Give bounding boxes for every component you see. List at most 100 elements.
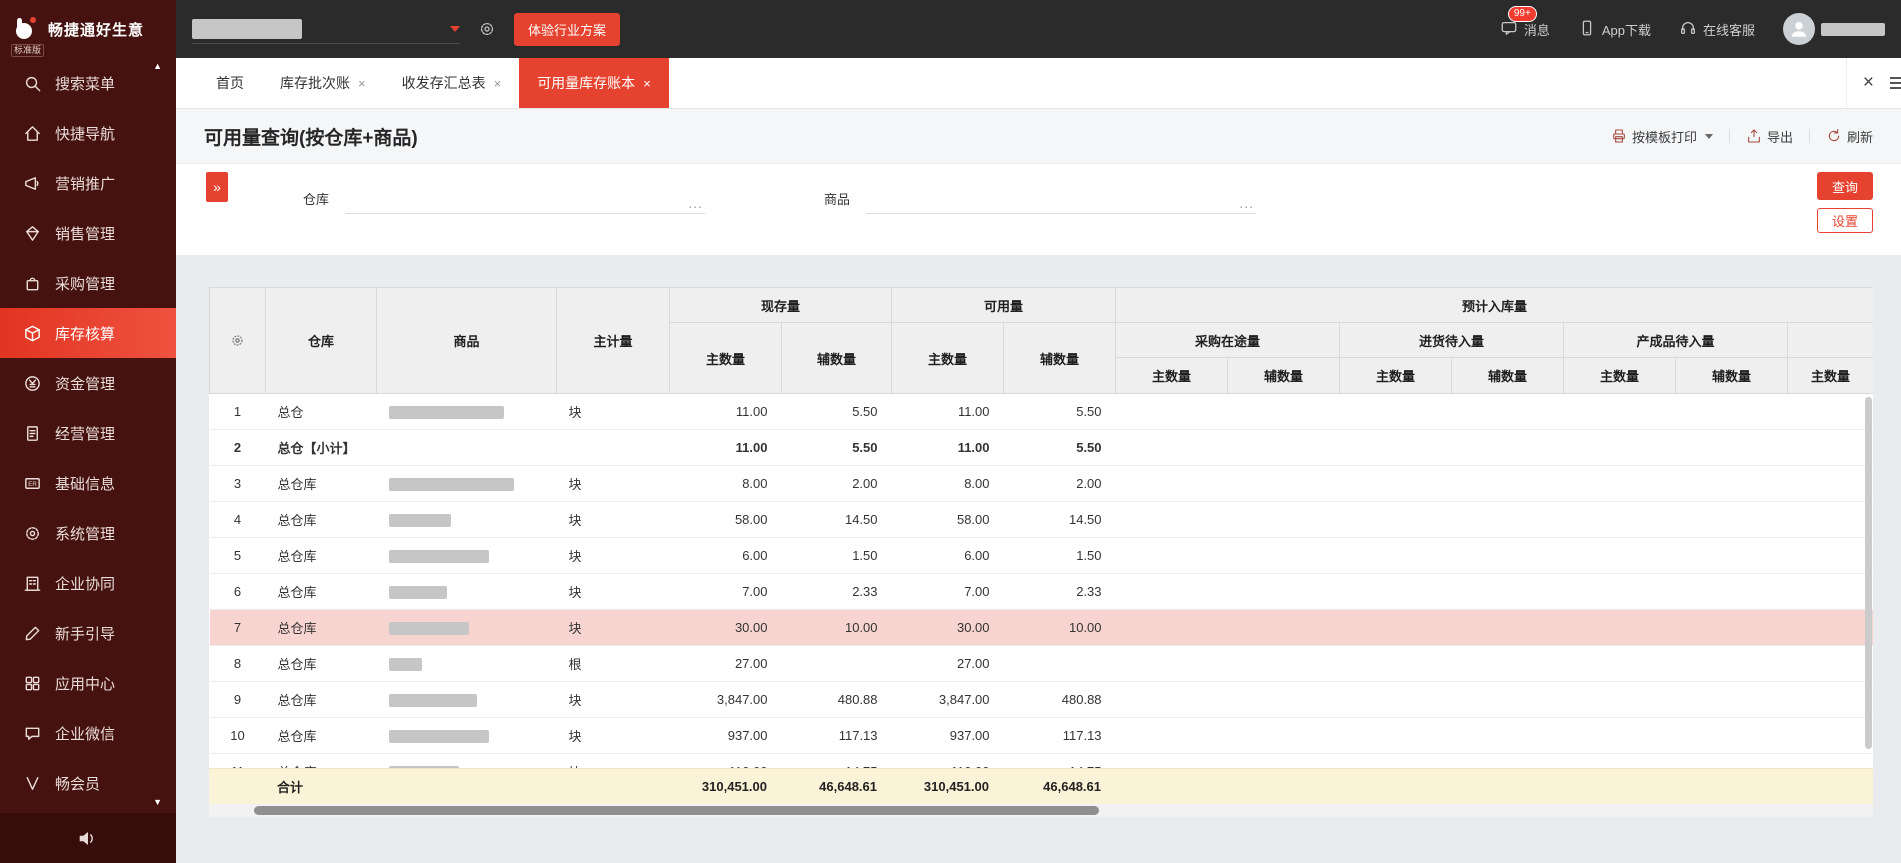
sidebar-item-system[interactable]: 系统管理 [0, 508, 176, 558]
tab-available-qty-ledger[interactable]: 可用量库存账本 × [519, 58, 669, 108]
header-partial-main[interactable]: 主数量 [1787, 357, 1873, 394]
messages-button[interactable]: 99+ 消息 [1500, 5, 1550, 40]
sidebar-item-label: 新手引导 [55, 625, 116, 643]
total-empty [556, 767, 669, 804]
row-number: 6 [209, 573, 266, 610]
table-row[interactable]: 8 总仓库 根 27.00 27.00 [209, 645, 1873, 682]
horizontal-scrollbar[interactable] [209, 804, 1873, 817]
product-filter: 商品 ... [824, 186, 1257, 214]
main-area: 体验行业方案 99+ 消息 App下载 [176, 0, 1901, 863]
print-by-template-button[interactable]: 按模板打印 [1611, 127, 1713, 146]
sidebar-item-label: 应用中心 [55, 675, 116, 693]
header-unit[interactable]: 主计量 [556, 287, 670, 394]
sidebar-item-label: 资金管理 [55, 375, 116, 393]
header-current-aux[interactable]: 辅数量 [780, 322, 893, 394]
tab-close-icon[interactable]: × [493, 75, 502, 91]
online-support-button[interactable]: 在线客服 [1679, 19, 1755, 40]
header-finished-main[interactable]: 主数量 [1563, 357, 1677, 394]
product-filter-input[interactable]: ... [866, 186, 1257, 214]
tab-in-out-summary[interactable]: 收发存汇总表 × [384, 58, 520, 108]
table-row[interactable]: 4 总仓库 块 58.00 14.50 58.00 14.50 [209, 501, 1873, 538]
header-transit-aux[interactable]: 辅数量 [1227, 357, 1341, 394]
table-row[interactable]: 5 总仓库 块 6.00 1.50 6.00 1.50 [209, 537, 1873, 574]
export-button[interactable]: 导出 [1746, 127, 1793, 146]
product-picker-button[interactable]: ... [1239, 195, 1255, 211]
unit-cell: 块 [556, 753, 670, 768]
sidebar-scroll-up-icon[interactable]: ▲ [153, 61, 162, 71]
header-group-current: 现存量 [668, 287, 893, 323]
unit-cell: 块 [556, 537, 670, 574]
header-pending-main[interactable]: 主数量 [1339, 357, 1453, 394]
settings-gear-icon[interactable] [478, 20, 496, 38]
total-empty [376, 767, 556, 804]
table-row-clipped[interactable]: 11 总仓库 块 110.00 14.75 110.00 14.75 [209, 753, 1873, 768]
speaker-icon[interactable] [76, 829, 100, 848]
header-current-main[interactable]: 主数量 [669, 322, 782, 394]
expand-filters-button[interactable]: » [206, 172, 228, 202]
tab-list-menu-icon[interactable] [1890, 74, 1901, 92]
sidebar-scroll-down-icon[interactable]: ▼ [153, 797, 162, 807]
sidebar-item-member[interactable]: 畅会员 [0, 758, 176, 808]
user-account[interactable] [1783, 13, 1885, 45]
tab-home[interactable]: 首页 [198, 58, 262, 108]
megaphone-icon [22, 173, 42, 193]
sidebar-item-label: 销售管理 [55, 225, 116, 243]
header-available-aux[interactable]: 辅数量 [1003, 322, 1117, 394]
header-available-main[interactable]: 主数量 [891, 322, 1005, 394]
table-row[interactable]: 10 总仓库 块 937.00 117.13 937.00 117.13 [209, 717, 1873, 754]
current-main-qty: 110.00 [669, 753, 782, 768]
header-pending-aux[interactable]: 辅数量 [1451, 357, 1565, 394]
selected-table-row[interactable]: 7 总仓库 块 30.00 10.00 30.00 10.00 [209, 609, 1873, 646]
tab-inventory-batch-ledger[interactable]: 库存批次账 × [262, 58, 384, 108]
chevron-down-icon [450, 25, 460, 32]
current-main-qty: 8.00 [669, 465, 782, 502]
tab-close-icon[interactable]: × [643, 75, 651, 91]
app-download-button[interactable]: App下载 [1578, 19, 1651, 40]
empty-cells [1115, 753, 1873, 768]
subtotal-row[interactable]: 2 总仓【小计】 11.00 5.50 11.00 5.50 [209, 429, 1873, 466]
row-number: 1 [209, 393, 266, 430]
tab-close-icon[interactable]: × [358, 75, 366, 91]
unit-cell: 块 [556, 393, 670, 430]
empty-cells [1115, 429, 1873, 466]
header-warehouse[interactable]: 仓库 [265, 287, 377, 394]
company-selector[interactable] [192, 14, 460, 44]
table-row[interactable]: 9 总仓库 块 3,847.00 480.88 3,847.00 480.88 [209, 681, 1873, 718]
sidebar-item-app-center[interactable]: 应用中心 [0, 658, 176, 708]
table-row[interactable]: 6 总仓库 块 7.00 2.33 7.00 2.33 [209, 573, 1873, 610]
experience-solution-button[interactable]: 体验行业方案 [514, 12, 621, 46]
sidebar-item-sales[interactable]: 销售管理 [0, 208, 176, 258]
sidebar-item-collaboration[interactable]: 企业协同 [0, 558, 176, 608]
horizontal-scrollbar-thumb[interactable] [254, 806, 1099, 815]
sidebar-item-purchase[interactable]: 采购管理 [0, 258, 176, 308]
query-button[interactable]: 查询 [1817, 172, 1873, 200]
header-finished-aux[interactable]: 辅数量 [1675, 357, 1789, 394]
empty-cells [1115, 645, 1873, 682]
sidebar-item-wecom[interactable]: 企业微信 [0, 708, 176, 758]
header-transit-main[interactable]: 主数量 [1115, 357, 1229, 394]
sidebar-item-base-info[interactable]: ER 基础信息 [0, 458, 176, 508]
warehouse-picker-button[interactable]: ... [688, 195, 704, 211]
table-row[interactable]: 3 总仓库 块 8.00 2.00 8.00 2.00 [209, 465, 1873, 502]
refresh-label: 刷新 [1846, 129, 1873, 145]
refresh-button[interactable]: 刷新 [1826, 127, 1873, 146]
empty-cells [1115, 393, 1873, 430]
sidebar-item-marketing[interactable]: 营销推广 [0, 158, 176, 208]
sidebar-item-operations[interactable]: 经营管理 [0, 408, 176, 458]
sidebar-item-quick-nav[interactable]: 快捷导航 [0, 108, 176, 158]
row-number: 3 [209, 465, 266, 502]
current-main-qty: 30.00 [669, 609, 782, 646]
close-all-tabs-icon[interactable]: × [1845, 58, 1890, 108]
settings-button[interactable]: 设置 [1817, 208, 1873, 233]
sidebar-item-funds[interactable]: 资金管理 [0, 358, 176, 408]
empty-cells [1115, 573, 1873, 610]
header-product[interactable]: 商品 [376, 287, 557, 394]
table-row[interactable]: 1 总仓 块 11.00 5.50 11.00 5.50 [209, 393, 1873, 430]
vertical-scrollbar-thumb[interactable] [1865, 397, 1872, 749]
sidebar-item-inventory[interactable]: 库存核算 [0, 308, 176, 358]
sidebar-item-search[interactable]: 搜索菜单 [0, 58, 176, 108]
column-settings-header[interactable] [209, 287, 266, 394]
warehouse-filter-input[interactable]: ... [345, 186, 706, 214]
sidebar-item-beginner-guide[interactable]: 新手引导 [0, 608, 176, 658]
